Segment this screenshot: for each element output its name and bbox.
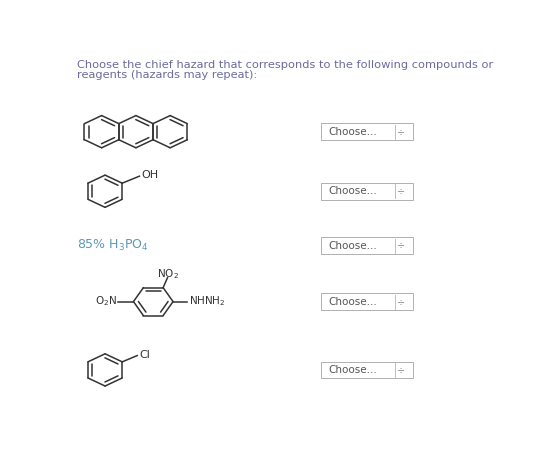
Text: Choose...: Choose... (329, 297, 377, 307)
Text: ÷: ÷ (396, 186, 405, 196)
FancyBboxPatch shape (321, 237, 413, 254)
FancyBboxPatch shape (321, 183, 413, 200)
Text: ÷: ÷ (396, 297, 405, 307)
Text: reagents (hazards may repeat):: reagents (hazards may repeat): (77, 71, 258, 81)
Text: ÷: ÷ (396, 126, 405, 136)
Text: Choose...: Choose... (329, 186, 377, 196)
Text: ÷: ÷ (396, 365, 405, 375)
Text: ÷: ÷ (396, 241, 405, 251)
Text: 85% H$_3$PO$_4$: 85% H$_3$PO$_4$ (77, 238, 149, 253)
Text: Cl: Cl (139, 350, 150, 360)
Text: NO$_2$: NO$_2$ (157, 268, 178, 281)
FancyBboxPatch shape (321, 123, 413, 140)
FancyBboxPatch shape (321, 293, 413, 310)
Text: Choose...: Choose... (329, 365, 377, 375)
Text: Choose...: Choose... (329, 241, 377, 251)
Text: Choose...: Choose... (329, 126, 377, 136)
Text: OH: OH (141, 171, 158, 181)
FancyBboxPatch shape (321, 362, 413, 378)
Text: NHNH$_2$: NHNH$_2$ (189, 295, 225, 308)
Text: O$_2$N: O$_2$N (95, 295, 117, 308)
Text: Choose the chief hazard that corresponds to the following compounds or: Choose the chief hazard that corresponds… (77, 60, 493, 70)
